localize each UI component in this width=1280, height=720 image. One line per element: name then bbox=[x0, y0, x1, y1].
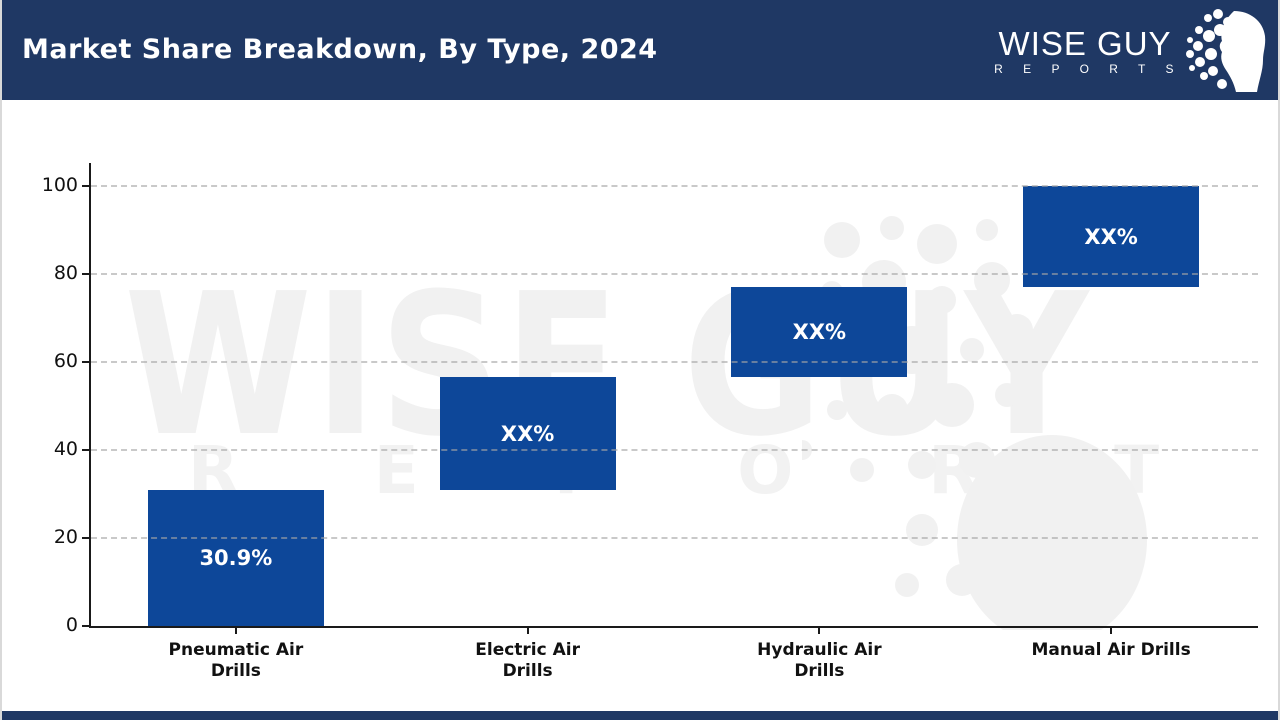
gridline-60 bbox=[91, 361, 1258, 363]
x-tick bbox=[234, 627, 237, 634]
bar-3: XX% bbox=[731, 287, 908, 378]
x-tick bbox=[818, 627, 821, 634]
gridline-40 bbox=[91, 449, 1258, 451]
gridline-20 bbox=[91, 537, 1258, 539]
y-tick-label: 0 bbox=[65, 614, 78, 636]
header: Market Share Breakdown, By Type, 2024 WI… bbox=[2, 0, 1278, 100]
brand-logo: WISE GUY R E P O R T S bbox=[988, 6, 1270, 96]
bar-value-label: 30.9% bbox=[199, 546, 273, 570]
y-tick bbox=[82, 361, 90, 363]
page-title: Market Share Breakdown, By Type, 2024 bbox=[22, 34, 658, 65]
category-label: Hydraulic Air Drills bbox=[757, 640, 882, 682]
gridline-80 bbox=[91, 273, 1258, 275]
gridline-100 bbox=[91, 185, 1258, 187]
y-tick-label: 60 bbox=[53, 350, 78, 372]
y-tick bbox=[82, 185, 90, 187]
y-tick-label: 100 bbox=[41, 174, 78, 196]
x-axis bbox=[89, 626, 1258, 628]
x-tick bbox=[526, 627, 529, 634]
category-label: Electric Air Drills bbox=[475, 640, 580, 682]
y-axis bbox=[89, 163, 91, 628]
y-tick bbox=[82, 273, 90, 275]
brand-face-icon bbox=[1186, 9, 1266, 92]
bar-value-label: XX% bbox=[500, 421, 555, 446]
bar-1: 30.9% bbox=[147, 490, 324, 626]
y-tick bbox=[82, 449, 90, 451]
y-tick-label: 80 bbox=[53, 262, 78, 284]
bar-value-label: XX% bbox=[792, 320, 847, 345]
brand-name: WISE GUY bbox=[998, 24, 1172, 62]
bar-2: XX% bbox=[439, 377, 616, 491]
footer-bar bbox=[2, 711, 1278, 720]
x-tick bbox=[1110, 627, 1113, 634]
bar-4: XX% bbox=[1023, 186, 1200, 288]
y-tick-label: 40 bbox=[53, 438, 78, 460]
y-tick bbox=[82, 537, 90, 539]
category-label: Manual Air Drills bbox=[1031, 640, 1191, 660]
bar-value-label: XX% bbox=[1084, 224, 1138, 249]
y-tick bbox=[82, 625, 90, 627]
y-tick-label: 20 bbox=[53, 526, 78, 548]
brand-logo-text: WISE GUY R E P O R T S bbox=[988, 24, 1182, 77]
brand-subname: R E P O R T S bbox=[994, 62, 1182, 77]
category-label: Pneumatic Air Drills bbox=[168, 640, 304, 682]
